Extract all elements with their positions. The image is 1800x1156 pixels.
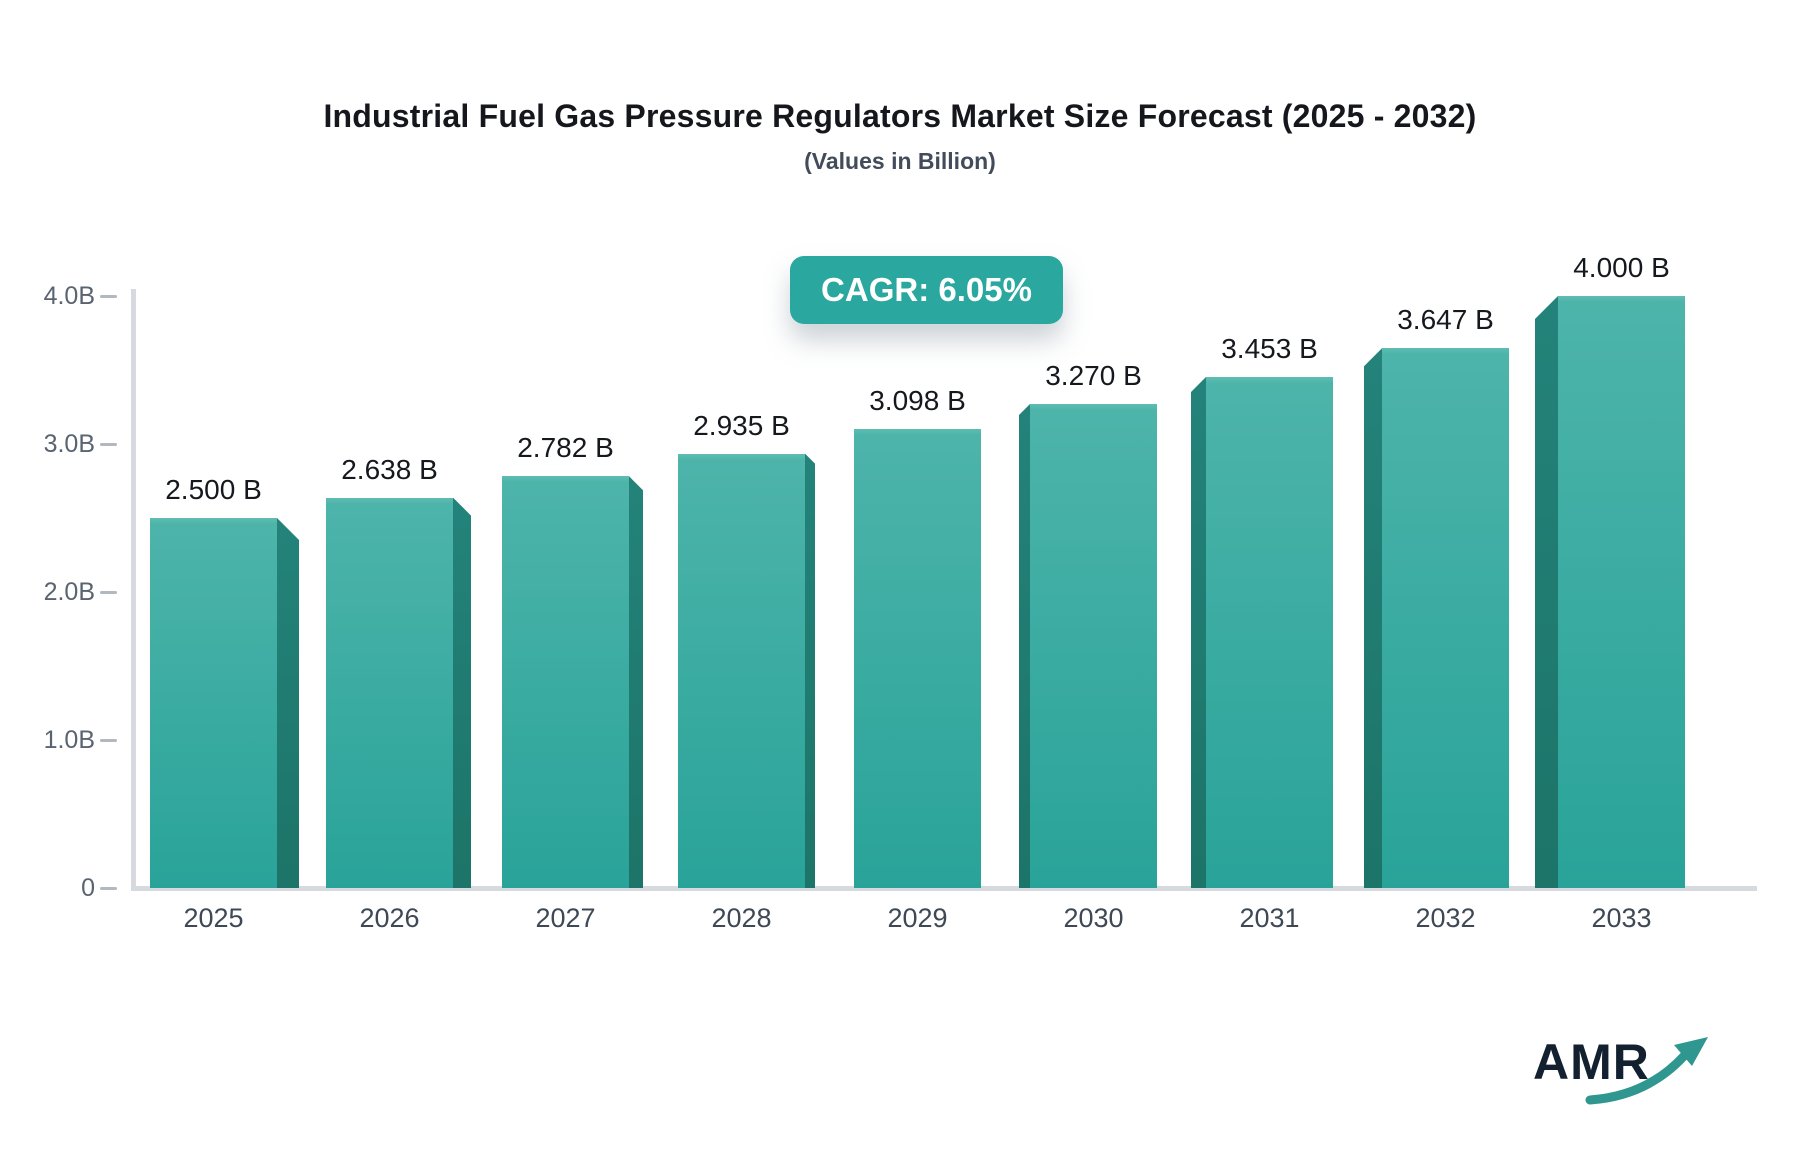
y-tick-label: 3.0B	[43, 430, 95, 458]
x-axis-baseline	[131, 886, 1757, 891]
y-tick-dash	[100, 887, 117, 890]
bar-2026	[326, 497, 453, 888]
bar-3d-side	[1191, 376, 1206, 888]
chart-title: Industrial Fuel Gas Pressure Regulators …	[323, 98, 1477, 134]
bar-2028	[678, 453, 805, 888]
y-tick-label: 4.0B	[43, 282, 95, 310]
y-axis-line	[131, 289, 136, 890]
cagr-badge: CAGR: 6.05%	[790, 256, 1063, 324]
bar-3d-side	[629, 476, 643, 888]
bar-3d-side	[1535, 296, 1558, 888]
bar-3d-side	[277, 518, 299, 888]
x-tick-label: 2026	[359, 903, 420, 933]
bar-value-label: 2.935 B	[693, 409, 790, 441]
bar-3d-side	[805, 453, 815, 888]
bar-2031	[1206, 376, 1333, 888]
y-tick-dash	[100, 739, 117, 742]
bar-value-label: 2.782 B	[517, 432, 614, 464]
y-tick-label: 1.0B	[43, 726, 95, 754]
x-tick-label: 2025	[183, 903, 244, 933]
bar-2029	[854, 429, 981, 888]
y-tick-label: 2.0B	[43, 578, 95, 606]
bar-2030	[1030, 404, 1157, 888]
bar-value-label: 4.000 B	[1573, 252, 1670, 283]
bar-value-label: 3.453 B	[1221, 332, 1318, 364]
bar-value-label: 2.638 B	[341, 453, 438, 485]
y-tick-label: 0	[81, 874, 95, 902]
growth-arrow-icon	[1585, 1037, 1708, 1105]
x-tick-label: 2028	[711, 903, 772, 933]
bar-value-label: 3.270 B	[1045, 360, 1142, 392]
x-tick-label: 2027	[535, 903, 596, 933]
bar-2025	[150, 518, 277, 888]
x-tick-label: 2031	[1239, 903, 1300, 933]
amr-logo-text: AMR	[1533, 1034, 1650, 1090]
bar-2032	[1382, 348, 1509, 888]
bar-value-label: 3.098 B	[869, 385, 966, 417]
bar-2027	[502, 476, 629, 888]
x-tick-label: 2030	[1063, 903, 1124, 933]
y-tick-dash	[100, 591, 117, 594]
bar-3d-side	[1019, 404, 1030, 888]
bar-3d-side	[1364, 348, 1382, 888]
x-tick-label: 2029	[887, 903, 948, 933]
bar-value-label: 2.500 B	[165, 474, 262, 505]
bar-value-label: 3.647 B	[1397, 304, 1494, 336]
x-tick-label: 2032	[1415, 903, 1476, 933]
x-tick-label: 2033	[1591, 903, 1652, 933]
bar-3d-side	[453, 497, 471, 888]
chart-subtitle: (Values in Billion)	[804, 148, 996, 174]
y-tick-dash	[100, 443, 117, 446]
bar-2033	[1558, 296, 1685, 888]
y-tick-dash	[100, 295, 117, 298]
